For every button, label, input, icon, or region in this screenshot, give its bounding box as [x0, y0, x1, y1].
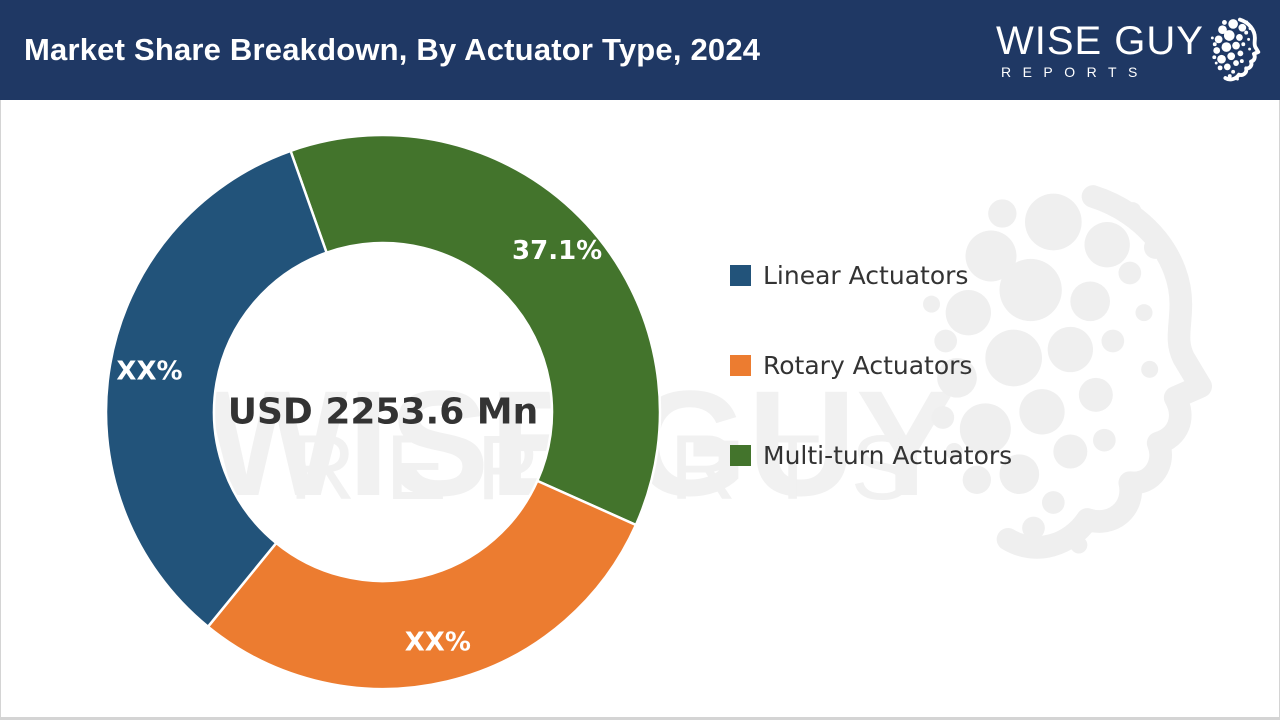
donut-chart: 37.1% XX% XX%	[104, 133, 662, 691]
logo-wordmark-group: WISE GUY REPORTS	[996, 21, 1204, 79]
legend-label: Rotary Actuators	[763, 350, 973, 380]
wise-guy-face-icon	[1208, 16, 1266, 84]
donut-slice-rotary-actuators	[206, 479, 638, 691]
header-bar: Market Share Breakdown, By Actuator Type…	[0, 0, 1280, 100]
chart-area: WISE GUY REPORTS 37.1%XX%XX% USD 2253.6 …	[0, 100, 1280, 720]
legend-item: Multi-turn Actuators	[730, 441, 1012, 470]
donut-center-value: USD 2253.6 Mn	[227, 391, 539, 433]
logo-subtext: REPORTS	[1000, 64, 1149, 80]
legend-label: Linear Actuators	[763, 260, 969, 290]
legend: Linear Actuators Rotary Actuators Multi-tu…	[730, 261, 1012, 534]
legend-swatch	[730, 264, 751, 286]
slice-label: XX%	[405, 628, 471, 658]
slice-label: 37.1%	[512, 236, 602, 266]
legend-swatch	[730, 444, 751, 466]
donut-slice-multi-turn-actuators	[288, 133, 662, 527]
wise-guy-logo: WISE GUY REPORTS	[996, 16, 1266, 84]
legend-item: Linear Actuators	[730, 261, 1012, 290]
donut-slice-linear-actuators	[104, 149, 329, 629]
legend-item: Rotary Actuators	[730, 351, 1012, 380]
chart-title: Market Share Breakdown, By Actuator Type…	[24, 32, 761, 67]
logo-wordmark: WISE GUY	[995, 19, 1204, 63]
legend-label: Multi-turn Actuators	[763, 440, 1013, 470]
slice-label: XX%	[116, 357, 182, 387]
legend-swatch	[730, 354, 751, 376]
